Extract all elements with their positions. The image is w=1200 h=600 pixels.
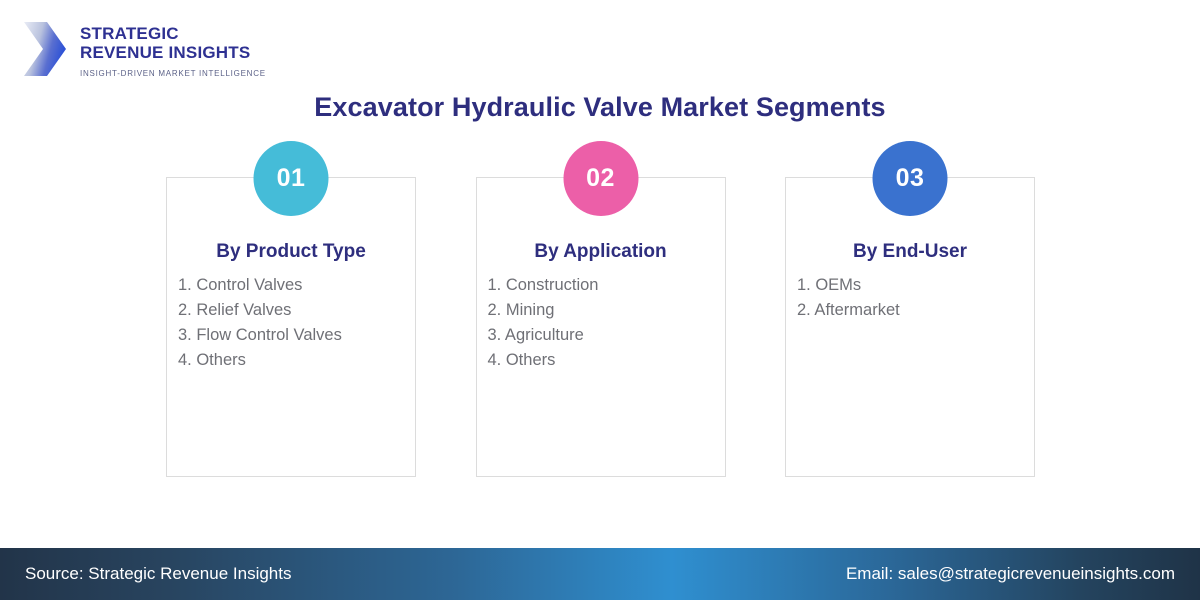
brand-wordmark: STRATEGIC REVENUE INSIGHTS INSIGHT-DRIVE… bbox=[80, 20, 266, 78]
list-item: 2. Relief Valves bbox=[178, 301, 292, 320]
page-title: Excavator Hydraulic Valve Market Segment… bbox=[314, 92, 886, 122]
segment-card-1: 01 By Product Type 1. Control Valves 2. … bbox=[166, 141, 416, 477]
footer-email[interactable]: Email: sales@strategicrevenueinsights.co… bbox=[845, 564, 1175, 583]
list-item: 1. Control Valves bbox=[178, 276, 303, 294]
chevron-arrow-logo-icon bbox=[24, 22, 66, 76]
segment-heading-3: By End-User bbox=[852, 241, 968, 262]
list-item: 4. Others bbox=[178, 351, 246, 370]
footer-bar: Source: Strategic Revenue Insights Email… bbox=[0, 548, 1200, 600]
list-item: 2. Aftermarket bbox=[797, 301, 900, 320]
segment-cards: 01 By Product Type 1. Control Valves 2. … bbox=[166, 141, 1035, 477]
list-item: 3. Agriculture bbox=[487, 326, 584, 345]
segment-list-2: 1. Construction 2. Mining 3. Agriculture… bbox=[477, 273, 725, 373]
brand-name-line2: REVENUE INSIGHTS bbox=[80, 43, 251, 63]
brand-logo: STRATEGIC REVENUE INSIGHTS INSIGHT-DRIVE… bbox=[22, 20, 266, 78]
list-item: 4. Others bbox=[487, 351, 556, 370]
segment-badge-1: 01 bbox=[253, 141, 329, 216]
segment-list-3: 1. OEMs 2. Aftermarket bbox=[786, 273, 1034, 323]
list-item: 1. OEMs bbox=[797, 276, 862, 294]
footer-source: Source: Strategic Revenue Insights bbox=[25, 564, 292, 583]
segment-card-2: 02 By Application 1. Construction 2. Min… bbox=[475, 141, 726, 477]
segment-list-1: 1. Control Valves 2. Relief Valves 3. Fl… bbox=[167, 273, 415, 373]
segment-card-3: 03 By End-User 1. OEMs 2. Aftermarket bbox=[785, 141, 1035, 477]
segment-badge-3: 03 bbox=[872, 141, 948, 216]
brand-tagline: INSIGHT-DRIVEN MARKET INTELLIGENCE bbox=[80, 69, 266, 79]
segment-heading-2: By Application bbox=[534, 241, 667, 262]
brand-name-line1: STRATEGIC bbox=[80, 24, 179, 43]
segment-badge-2: 02 bbox=[563, 141, 638, 216]
list-item: 3. Flow Control Valves bbox=[178, 326, 342, 345]
list-item: 2. Mining bbox=[487, 301, 555, 320]
list-item: 1. Construction bbox=[487, 276, 599, 294]
segment-heading-1: By Product Type bbox=[216, 241, 366, 262]
